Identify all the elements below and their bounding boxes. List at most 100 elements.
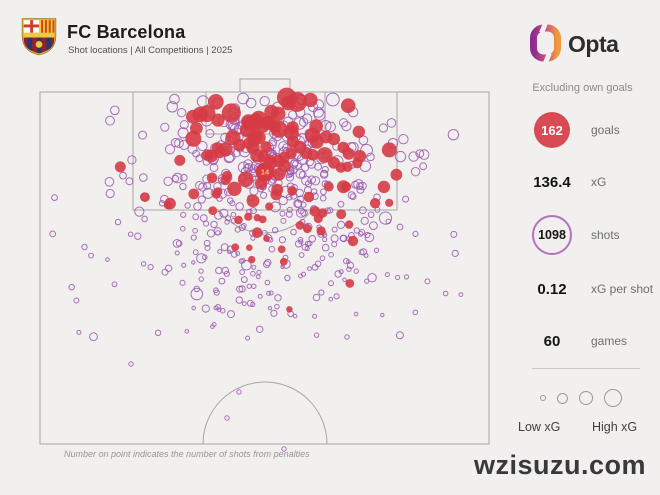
legend-divider <box>532 368 640 369</box>
goal-point <box>174 154 186 166</box>
shot-point <box>313 332 320 338</box>
shot-point <box>236 389 242 395</box>
goal-point <box>344 220 354 229</box>
shot-point <box>190 234 197 241</box>
shot-point <box>264 279 271 286</box>
shot-point <box>268 290 274 296</box>
shot-point <box>304 245 310 252</box>
shot-point <box>127 155 137 165</box>
shot-point <box>264 258 272 267</box>
shot-point <box>209 163 219 173</box>
shot-point <box>236 285 244 293</box>
shot-point <box>300 209 308 217</box>
shot-point <box>356 182 364 190</box>
shot-point <box>179 279 186 286</box>
shot-point <box>105 188 115 199</box>
shot-point <box>73 297 80 304</box>
shot-point <box>328 280 334 287</box>
shot-point <box>230 251 238 258</box>
shot-point <box>223 270 230 277</box>
shot-point <box>274 303 280 310</box>
shot-point <box>380 312 385 318</box>
goal-point <box>336 209 347 220</box>
shot-point <box>201 304 210 313</box>
goal-point <box>279 257 288 266</box>
goal-point <box>284 125 299 141</box>
shot-point <box>396 223 404 231</box>
shot-point <box>267 306 273 311</box>
shot-point <box>278 236 286 244</box>
shot-point <box>220 243 229 252</box>
shot-point <box>218 277 226 285</box>
shots-badge: 1098 <box>532 215 572 255</box>
shot-point <box>284 274 291 282</box>
goal-point <box>211 189 221 199</box>
shot-point <box>447 129 460 141</box>
shot-point <box>311 263 319 271</box>
shot-point <box>174 250 180 256</box>
goals-value: 162 <box>541 122 563 138</box>
goal-point <box>277 245 286 254</box>
shot-point <box>180 225 186 232</box>
shot-point <box>190 287 204 301</box>
shot-point <box>184 329 190 334</box>
shot-point <box>171 174 180 183</box>
shot-point <box>298 171 307 179</box>
shot-point <box>319 170 329 179</box>
shot-point <box>140 261 147 267</box>
shot-point <box>353 311 359 317</box>
shot-point <box>367 211 375 218</box>
shot-point <box>458 292 464 298</box>
shot-point <box>353 227 360 234</box>
shot-point <box>249 186 259 196</box>
shot-point <box>279 210 286 217</box>
shot-point <box>198 276 204 282</box>
stat-shots: 1098 shots <box>521 215 620 255</box>
shot-point <box>314 260 322 268</box>
shot-point <box>196 253 207 264</box>
shot-point <box>169 93 180 105</box>
shot-point <box>216 307 222 313</box>
shot-point <box>310 176 321 186</box>
shot-point <box>359 206 367 215</box>
shot-point <box>347 191 356 200</box>
goal-point <box>264 104 279 119</box>
goal-point <box>295 220 305 230</box>
shot-point <box>184 202 191 209</box>
shot-point <box>147 264 154 271</box>
shot-point <box>358 135 369 146</box>
shot-point <box>164 144 176 155</box>
goal-point <box>316 226 326 236</box>
shot-point <box>193 202 202 211</box>
shot-point <box>110 105 120 116</box>
shot-point <box>266 290 272 296</box>
shot-point <box>221 266 230 275</box>
shot-point <box>224 219 230 225</box>
shot-point <box>419 162 428 171</box>
goal-point <box>246 194 260 208</box>
goal-point <box>188 188 200 200</box>
shot-point <box>256 269 262 275</box>
shot-point <box>321 165 329 174</box>
page-title: FC Barcelona <box>67 22 186 42</box>
shot-point <box>402 195 410 203</box>
shot-point <box>81 243 88 251</box>
goal-point <box>316 147 333 163</box>
goal-point <box>271 183 284 196</box>
shot-point <box>192 227 198 234</box>
shot-point <box>412 230 419 237</box>
shot-point <box>224 415 230 421</box>
goal-point <box>163 201 172 210</box>
goal-point <box>342 147 355 160</box>
stat-xg-per-shot: 0.12 xG per shot <box>521 279 653 299</box>
shot-point <box>337 200 345 208</box>
shot-point <box>260 191 268 199</box>
shot-point <box>139 173 148 182</box>
goal-point <box>227 181 242 196</box>
shot-point <box>235 296 244 304</box>
shot-point <box>128 361 134 367</box>
shot-point <box>51 194 58 202</box>
shot-point <box>76 329 82 335</box>
shot-point <box>306 240 313 247</box>
shot-point <box>161 268 169 276</box>
